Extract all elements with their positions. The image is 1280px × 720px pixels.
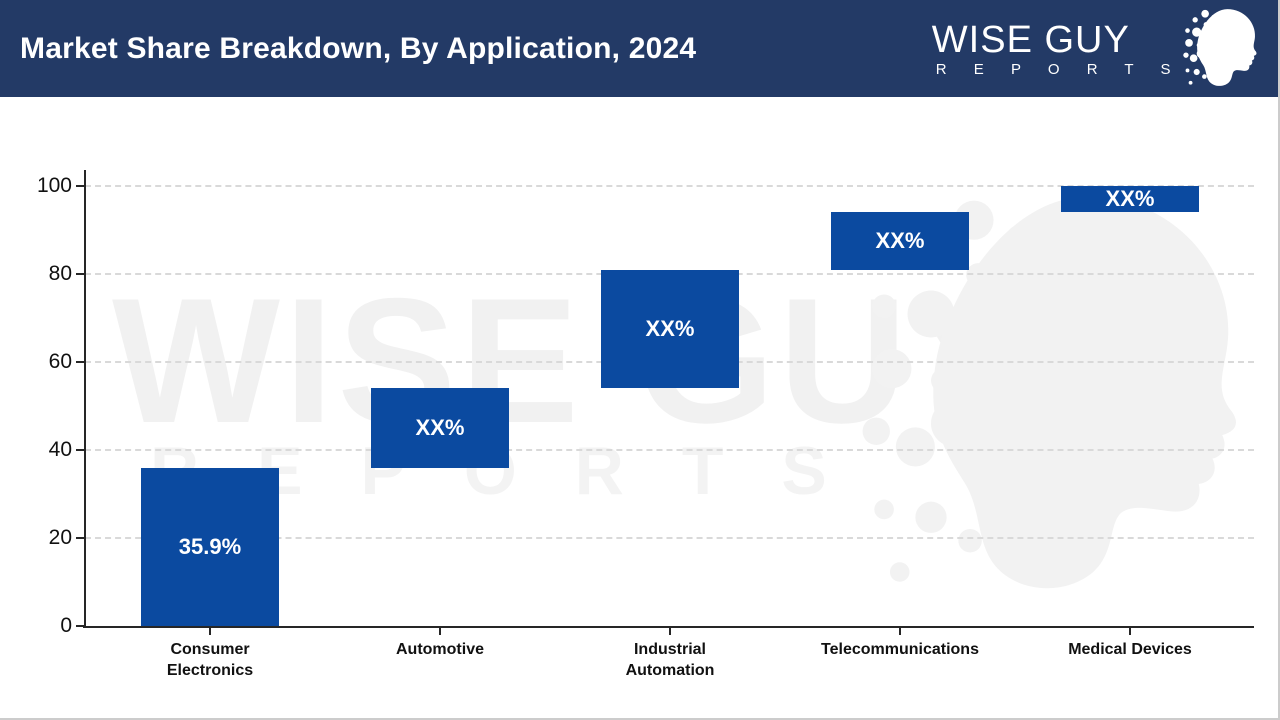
gridline-100 bbox=[85, 185, 1254, 187]
x-category-label-1: Automotive bbox=[396, 641, 484, 658]
y-tick-mark-0 bbox=[76, 625, 85, 627]
logo-text: WISE GUY R E P O R T S bbox=[932, 21, 1182, 77]
y-tick-mark-40 bbox=[76, 449, 85, 451]
x-tick-mark-2 bbox=[669, 628, 671, 635]
y-tick-label-80: 80 bbox=[48, 262, 72, 285]
wiseguy-head-icon bbox=[1183, 8, 1257, 86]
bar-3: XX% bbox=[831, 212, 969, 270]
bar-value-label: 35.9% bbox=[178, 534, 242, 559]
bar-value-label: XX% bbox=[1105, 186, 1155, 212]
y-axis-line bbox=[84, 170, 86, 628]
bar-4: XX% bbox=[1061, 186, 1199, 213]
x-category-label-0: Consumer Electronics bbox=[166, 641, 254, 679]
gridline-40 bbox=[85, 449, 1254, 451]
bar-value-label: XX% bbox=[875, 227, 925, 253]
plot-area: 0 20 40 60 80 100 35.9% Consumer Electronics XX%… bbox=[0, 97, 1278, 718]
x-axis-line bbox=[83, 626, 1254, 628]
header-bar: Market Share Breakdown, By Application, … bbox=[0, 0, 1278, 97]
y-tick-label-0: 0 bbox=[60, 614, 72, 637]
logo-name: WISE GUY bbox=[931, 18, 1130, 61]
gridline-20 bbox=[85, 537, 1254, 539]
x-tick-mark-0 bbox=[209, 628, 211, 635]
y-tick-mark-100 bbox=[76, 185, 85, 187]
wiseguy-logo: WISE GUY R E P O R T S bbox=[932, 3, 1278, 95]
x-category-label-4: Medical Devices bbox=[1068, 641, 1192, 658]
y-tick-label-100: 100 bbox=[36, 174, 72, 197]
y-tick-mark-60 bbox=[76, 361, 85, 363]
bar-value-label: XX% bbox=[645, 315, 695, 341]
x-category-label-3: Telecommunications bbox=[821, 641, 979, 658]
bar-2: XX% bbox=[601, 269, 739, 389]
y-tick-label-40: 40 bbox=[48, 438, 72, 461]
y-tick-label-20: 20 bbox=[48, 526, 72, 549]
bar-0: 35.9% bbox=[141, 468, 279, 626]
x-tick-mark-4 bbox=[1129, 628, 1131, 635]
logo-sub: R E P O R T S bbox=[935, 60, 1182, 78]
x-category-label-2: Industrial Automation bbox=[625, 641, 715, 679]
y-tick-label-60: 60 bbox=[48, 350, 72, 373]
page-title: Market Share Breakdown, By Application, … bbox=[20, 31, 697, 65]
y-tick-mark-20 bbox=[76, 537, 85, 539]
x-tick-mark-1 bbox=[439, 628, 441, 635]
x-tick-mark-3 bbox=[899, 628, 901, 635]
bar-1: XX% bbox=[371, 388, 509, 469]
y-tick-mark-80 bbox=[76, 273, 85, 275]
bar-value-label: XX% bbox=[415, 415, 465, 441]
